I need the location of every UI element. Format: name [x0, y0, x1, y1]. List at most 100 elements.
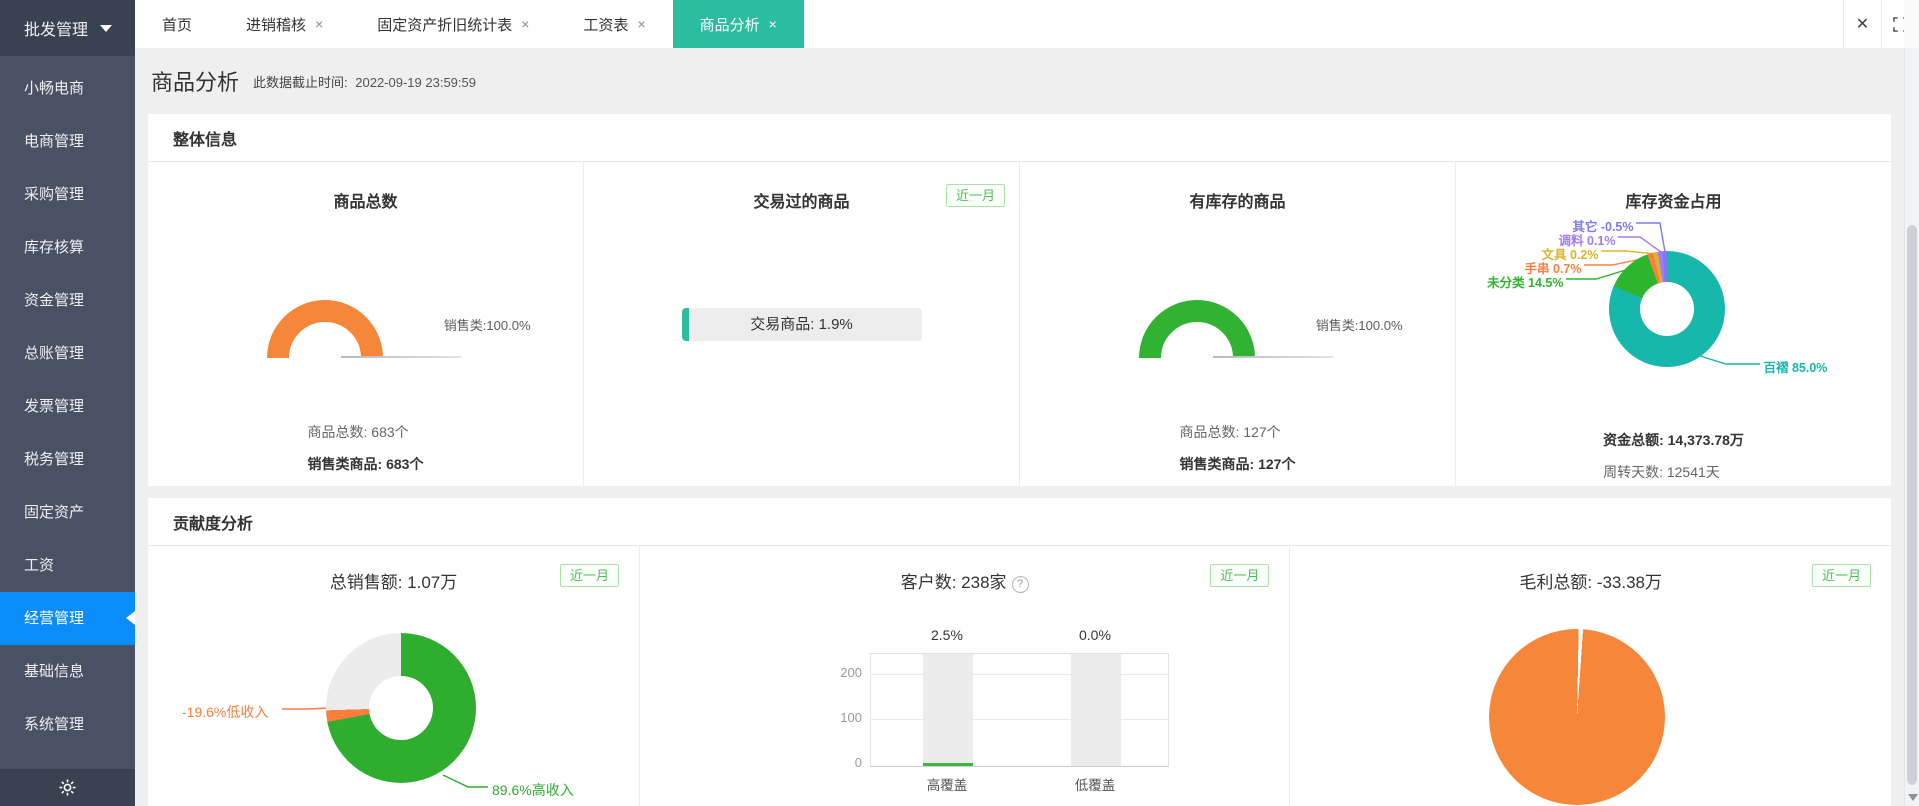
tab-product-analysis[interactable]: 商品分析 ×	[672, 0, 804, 48]
sidebar-item-general-ledger[interactable]: 总账管理	[24, 345, 85, 362]
slice-label-baizhe: 百褶 85.0%	[1763, 361, 1828, 375]
bar-high-coverage	[922, 654, 973, 766]
slice-label-low-income: -19.6%低收入	[182, 704, 269, 720]
topbar-right-gap	[1904, 0, 1919, 48]
gridline	[870, 674, 1168, 675]
page-content: 商品分析 此数据截止时间: 2022-09-19 23:59:59 整体信息 商…	[135, 48, 1904, 806]
donut-label-lines	[282, 707, 488, 788]
data-cutoff: 此数据截止时间: 2022-09-19 23:59:59	[253, 72, 476, 91]
progress-text: 交易商品: 1.9%	[750, 316, 853, 333]
tab-home[interactable]: 首页	[162, 16, 193, 34]
donut-chart	[1608, 251, 1725, 367]
slice-label-tiaoliao: 调料 0.1%	[1558, 234, 1616, 248]
bar-value-label: 0.0%	[1078, 627, 1111, 643]
sidebar-item-xiaochang-ecommerce[interactable]: 小畅电商	[24, 80, 85, 97]
donut-label-lines	[1565, 222, 1760, 365]
slice-label-wenju: 文具 0.2%	[1541, 248, 1599, 262]
panel-stats: 资金总额: 14,373.78万 周转天数: 12541天	[1603, 430, 1744, 482]
close-all-button[interactable]: ✕	[1843, 0, 1881, 48]
close-tab-icon[interactable]: ×	[315, 16, 324, 32]
sidebar-item-payroll[interactable]: 工资	[24, 557, 55, 574]
x-axis-category: 低覆盖	[1074, 778, 1116, 793]
tab-fixed-asset-depreciation[interactable]: 固定资产折旧统计表 ×	[377, 16, 530, 34]
donut-chart	[326, 633, 476, 783]
chevron-down-icon	[100, 24, 113, 32]
panel-title: 毛利总额: -33.38万	[1519, 573, 1662, 592]
sidebar-item-fixed-assets[interactable]: 固定资产	[24, 504, 85, 521]
panel-stats: 商品总数: 127个 销售类商品: 127个 其它: 0个	[1180, 422, 1296, 486]
y-axis-tick: 0	[854, 755, 862, 770]
stat-line: 商品总数: 127个	[1179, 424, 1281, 440]
bar-background	[922, 654, 973, 766]
contribution-columns: 总销售额: 1.07万 近一月 -19.6%低收入 89.6%高收入	[148, 546, 1891, 806]
gauge-arc	[1138, 300, 1255, 358]
scrollbar-down-arrow-icon[interactable]	[1908, 794, 1918, 801]
bar-value	[922, 763, 973, 766]
data-cutoff-time: 2022-09-19 23:59:59	[355, 74, 476, 90]
close-tab-icon[interactable]: ×	[521, 16, 530, 32]
sidebar-item-system-mgmt[interactable]: 系统管理	[24, 716, 85, 733]
stat-line: 商品总数: 683个	[307, 424, 409, 440]
sidebar-item-funds-mgmt[interactable]: 资金管理	[24, 292, 85, 309]
gross-profit-panel: 毛利总额: -33.38万 近一月	[1290, 546, 1891, 806]
sidebar-module-label: 批发管理	[24, 22, 89, 39]
profit-pie-chart	[1290, 593, 1891, 806]
panel-title: 交易过的商品	[753, 194, 850, 211]
sidebar-item-invoice-mgmt[interactable]: 发票管理	[24, 398, 85, 415]
close-tab-icon[interactable]: ×	[768, 16, 777, 32]
period-badge: 近一月	[1811, 564, 1871, 587]
slice-label-qita: 其它 -0.5%	[1572, 220, 1634, 234]
sidebar-settings-button[interactable]	[0, 769, 135, 806]
total-products-gauge-chart: 销售类:100.0%	[148, 240, 583, 412]
sales-donut-chart: -19.6%低收入 89.6%高收入	[148, 593, 639, 806]
stat-line: 周转天数: 12541天	[1603, 464, 1720, 480]
inventory-funds-panel: 库存资金占用	[1455, 162, 1891, 486]
customers-panel: 客户数: 238家? 近一月 2.5% 0.0%	[638, 546, 1291, 806]
data-cutoff-label: 此数据截止时间:	[253, 74, 348, 90]
x-axis-category: 高覆盖	[926, 778, 968, 793]
vertical-scrollbar[interactable]	[1904, 48, 1919, 806]
y-axis-tick: 100	[840, 710, 862, 725]
total-sales-panel: 总销售额: 1.07万 近一月 -19.6%低收入 89.6%高收入	[148, 546, 639, 806]
gauge-arc	[266, 300, 383, 358]
tab-payroll-sheet[interactable]: 工资表 ×	[583, 16, 646, 34]
donut-hole	[369, 676, 433, 740]
slice-label-high-income: 89.6%高收入	[492, 782, 574, 798]
slice-label-shouchuan: 手串 0.7%	[1524, 262, 1582, 276]
sidebar-item-inventory-accounting[interactable]: 库存核算	[24, 239, 85, 256]
period-badge: 近一月	[559, 564, 619, 587]
bar-value-label: 2.5%	[930, 627, 963, 643]
sidebar-item-basic-info[interactable]: 基础信息	[24, 663, 85, 680]
active-item-arrow-icon	[126, 611, 135, 625]
contribution-section-title: 贡献度分析	[148, 498, 1891, 546]
help-icon[interactable]: ?	[1011, 576, 1029, 593]
bar-low-coverage	[1070, 654, 1121, 766]
sidebar-module-switcher[interactable]: 批发管理	[0, 0, 135, 56]
panel-stats: 商品总数: 683个 销售类商品: 683个 其它: 0个	[308, 422, 424, 486]
sidebar-item-business-mgmt[interactable]: 经营管理	[0, 592, 135, 645]
period-badge: 近一月	[1210, 564, 1270, 587]
bar-plot-area	[869, 653, 1169, 767]
sidebar-item-purchase-mgmt[interactable]: 采购管理	[24, 186, 85, 203]
gauge-label-line	[340, 356, 461, 358]
stat-line: 销售类商品: 127个	[1179, 456, 1296, 472]
scrollbar-thumb[interactable]	[1907, 225, 1917, 785]
sidebar-item-tax-mgmt[interactable]: 税务管理	[24, 451, 85, 468]
tab-purchase-sales-audit[interactable]: 进销稽核 ×	[246, 16, 324, 34]
close-tab-icon[interactable]: ×	[637, 16, 646, 32]
close-icon: ✕	[1855, 16, 1870, 33]
panel-title: 有库存的商品	[1189, 194, 1286, 211]
gauge-label: 销售类:100.0%	[1315, 318, 1403, 333]
period-badge: 近一月	[945, 184, 1005, 207]
bar-background	[1070, 654, 1121, 766]
tab-bar: 首页 进销稽核 × 固定资产折旧统计表 × 工资表 × 商品分析 × ✕	[135, 0, 1919, 48]
stocked-products-gauge-chart: 销售类:100.0%	[1020, 240, 1455, 412]
customers-bar-chart: 2.5% 0.0%	[640, 593, 1289, 806]
stat-line: 资金总额: 14,373.78万	[1603, 432, 1744, 448]
contribution-card: 贡献度分析 总销售额: 1.07万 近一月	[148, 498, 1891, 806]
gridline	[870, 719, 1168, 720]
sidebar-item-ecommerce-mgmt[interactable]: 电商管理	[24, 133, 85, 150]
panel-title: 库存资金占用	[1625, 194, 1722, 211]
gear-icon	[59, 779, 76, 796]
